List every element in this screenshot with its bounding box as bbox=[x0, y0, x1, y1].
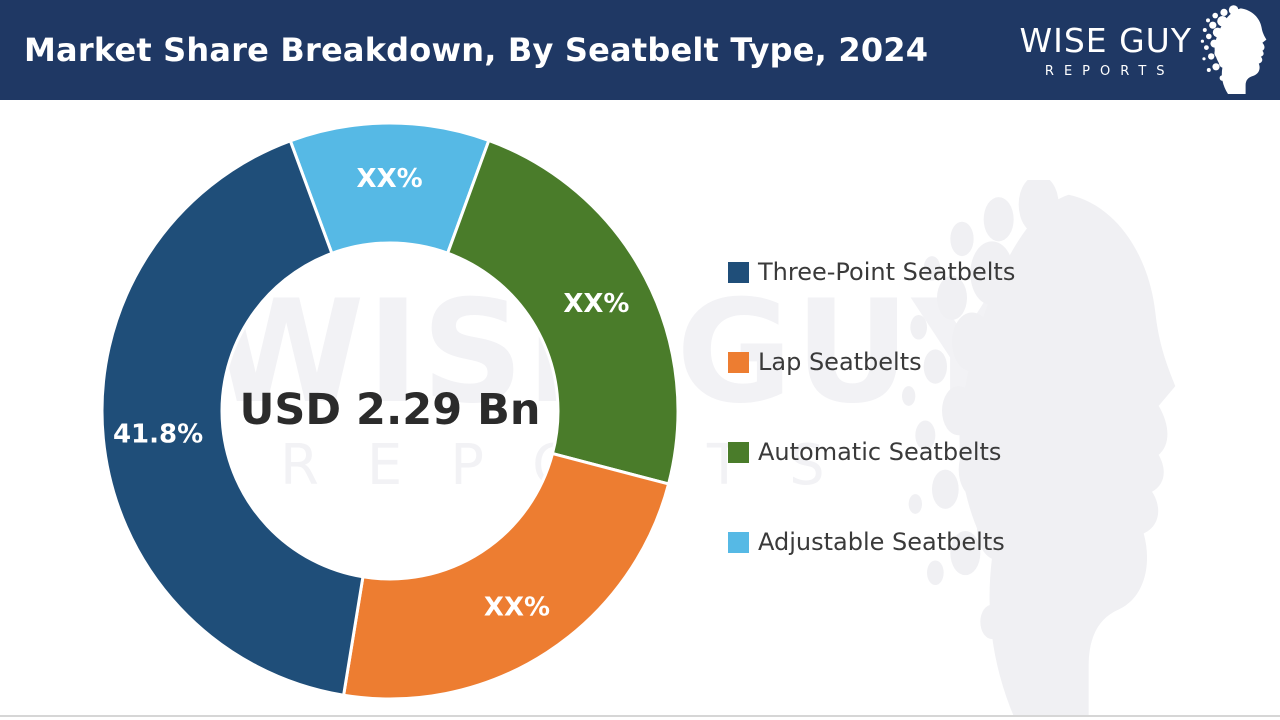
segment-value-label-adjustable-seatbelts: XX% bbox=[357, 164, 423, 194]
bottom-divider bbox=[0, 715, 1280, 717]
legend-item-three-point-seatbelts: Three-Point Seatbelts bbox=[728, 258, 1016, 286]
segment-value-label-lap-seatbelts: XX% bbox=[484, 592, 550, 622]
legend-item-automatic-seatbelts: Automatic Seatbelts bbox=[728, 438, 1015, 466]
legend-swatch-lap-seatbelts bbox=[728, 351, 749, 373]
legend-swatch-three-point-seatbelts bbox=[728, 261, 749, 283]
legend: Three-Point Seatbelts Lap Seatbelts Automa… bbox=[728, 258, 1016, 621]
chart-center-value: USD 2.29 Bn bbox=[239, 385, 541, 435]
donut-chart: XX% XX% XX% 41.8% bbox=[100, 121, 680, 701]
logo-reports-text: REPORTS bbox=[1044, 64, 1175, 79]
legend-label: Adjustable Seatbelts bbox=[758, 528, 1005, 556]
brand-logo-text: WISE GUY REPORTS bbox=[1019, 21, 1192, 79]
legend-item-lap-seatbelts: Lap Seatbelts bbox=[728, 348, 1015, 376]
segment-value-label-three-point-seatbelts: 41.8% bbox=[113, 419, 203, 449]
legend-swatch-adjustable-seatbelts bbox=[728, 531, 749, 553]
legend-swatch-automatic-seatbelts bbox=[728, 441, 749, 463]
legend-label: Three-Point Seatbelts bbox=[758, 258, 1016, 286]
donut-segment-lap-seatbelts bbox=[342, 452, 671, 701]
legend-item-adjustable-seatbelts: Adjustable Seatbelts bbox=[728, 528, 1015, 556]
header: Market Share Breakdown, By Seatbelt Type… bbox=[0, 0, 1280, 100]
logo-face-icon bbox=[1200, 5, 1267, 95]
brand-logo: WISE GUY REPORTS bbox=[1019, 4, 1270, 96]
donut-segment-three-point-seatbelts bbox=[100, 139, 365, 697]
logo-wise-guy-text: WISE GUY bbox=[1019, 21, 1192, 60]
legend-label: Lap Seatbelts bbox=[758, 348, 922, 376]
legend-label: Automatic Seatbelts bbox=[758, 438, 1002, 466]
donut-segment-automatic-seatbelts bbox=[446, 138, 680, 486]
segment-value-label-automatic-seatbelts: XX% bbox=[563, 289, 629, 319]
page-title: Market Share Breakdown, By Seatbelt Type… bbox=[24, 31, 929, 69]
